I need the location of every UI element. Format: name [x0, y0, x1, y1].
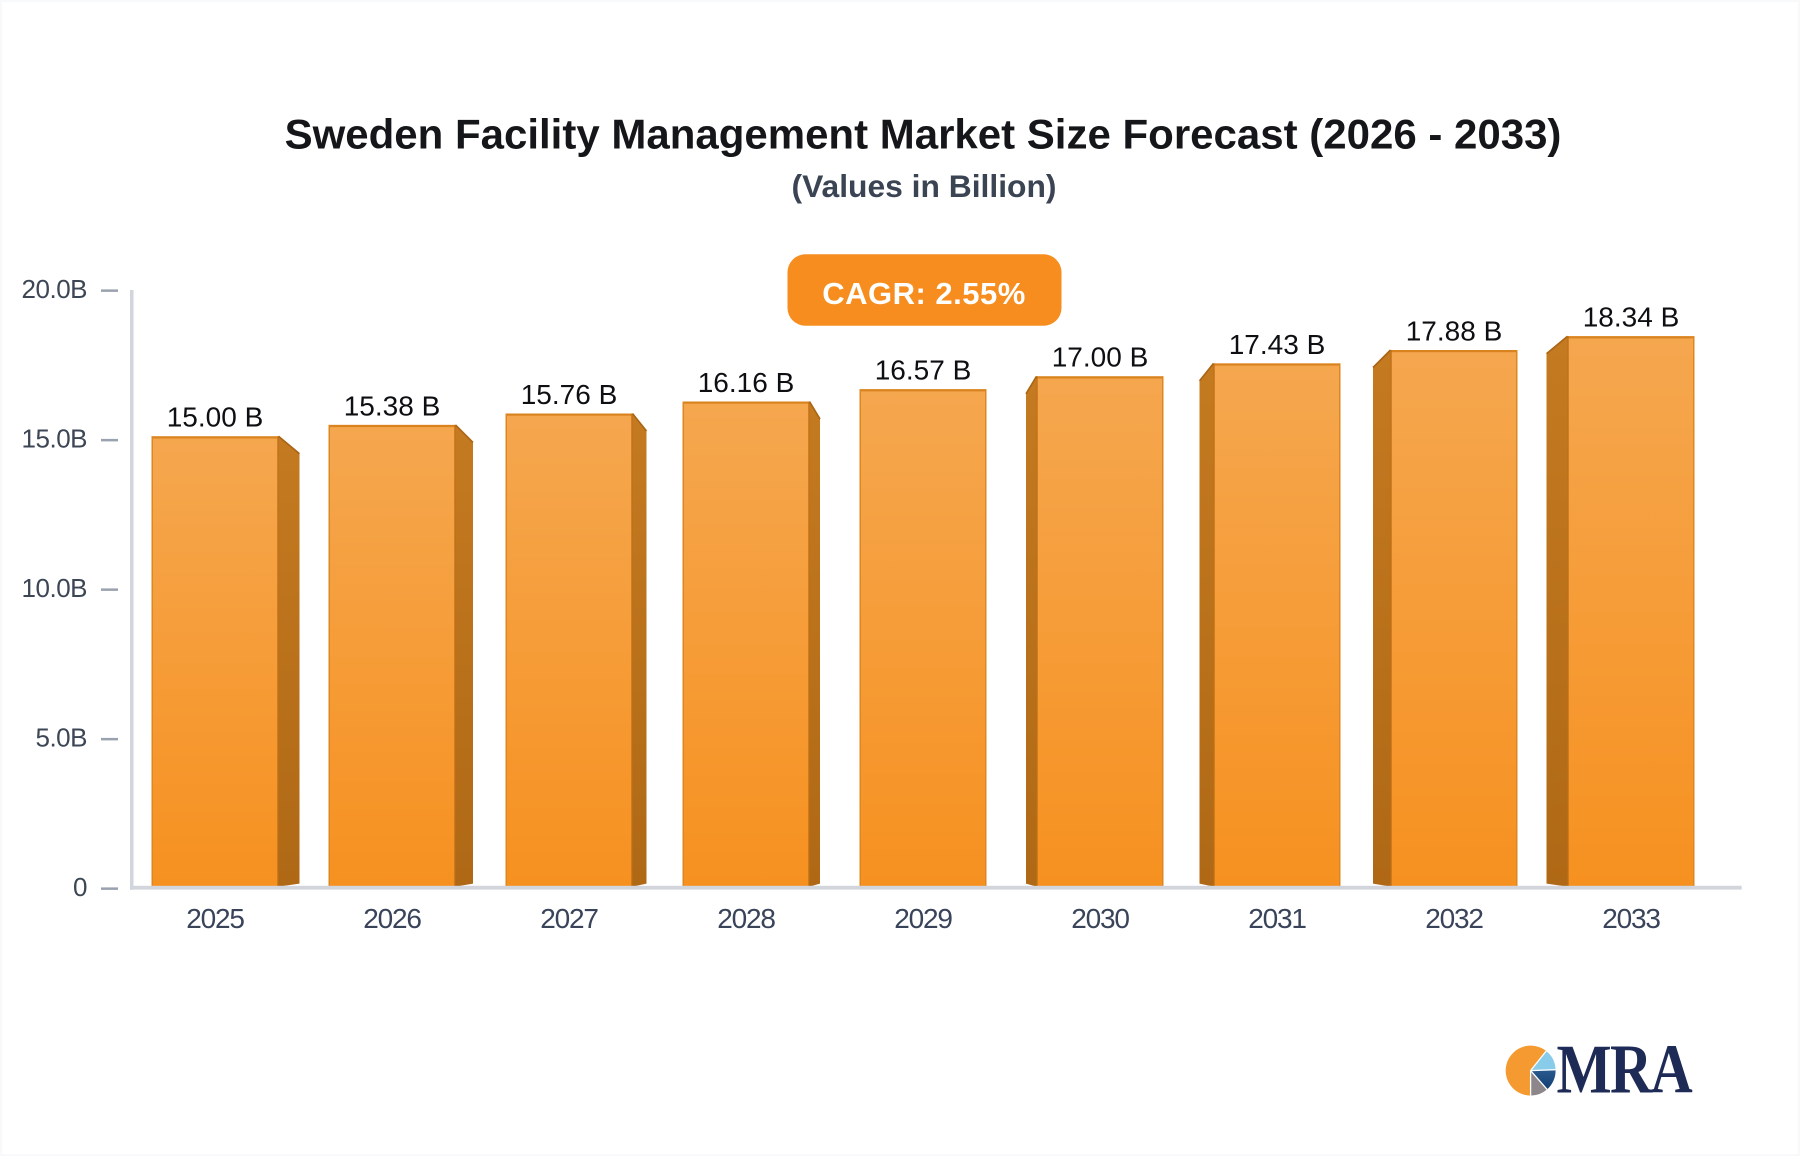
- svg-text:15.0B: 15.0B: [22, 423, 87, 453]
- svg-text:2028: 2028: [717, 903, 775, 934]
- svg-text:5.0B: 5.0B: [36, 722, 88, 752]
- svg-text:2031: 2031: [1248, 903, 1306, 934]
- svg-text:2027: 2027: [540, 903, 598, 934]
- svg-text:Sweden Facility Management Mar: Sweden Facility Management Market Size F…: [285, 110, 1562, 157]
- svg-text:2025: 2025: [186, 903, 244, 934]
- svg-text:17.00 B: 17.00 B: [1052, 342, 1149, 373]
- svg-text:16.57 B: 16.57 B: [875, 355, 972, 386]
- svg-text:CAGR: 2.55%: CAGR: 2.55%: [822, 276, 1026, 311]
- svg-text:2029: 2029: [894, 903, 952, 934]
- svg-text:0: 0: [73, 872, 87, 902]
- svg-text:10.0B: 10.0B: [22, 573, 87, 603]
- svg-text:2032: 2032: [1425, 903, 1483, 934]
- svg-text:20.0B: 20.0B: [22, 274, 87, 304]
- svg-text:17.88 B: 17.88 B: [1406, 315, 1503, 346]
- svg-text:2033: 2033: [1602, 903, 1660, 934]
- svg-text:17.43 B: 17.43 B: [1229, 329, 1326, 360]
- svg-text:15.00 B: 15.00 B: [167, 402, 264, 433]
- svg-text:16.16 B: 16.16 B: [698, 367, 795, 398]
- svg-text:MRA: MRA: [1557, 1031, 1694, 1108]
- svg-text:2026: 2026: [363, 903, 421, 934]
- svg-text:15.38 B: 15.38 B: [344, 390, 441, 421]
- svg-text:2030: 2030: [1071, 903, 1129, 934]
- svg-text:18.34 B: 18.34 B: [1583, 302, 1680, 333]
- svg-text:15.76 B: 15.76 B: [521, 379, 618, 410]
- svg-text:(Values in Billion): (Values in Billion): [791, 168, 1056, 204]
